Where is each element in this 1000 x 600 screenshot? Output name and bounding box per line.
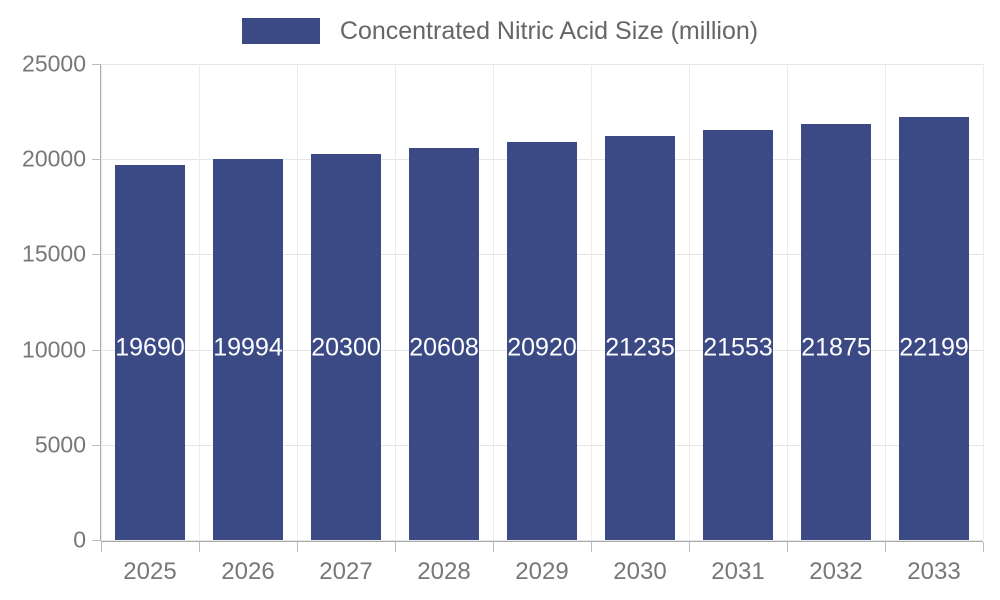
gridline-vertical bbox=[395, 64, 396, 540]
gridline-vertical bbox=[591, 64, 592, 540]
x-tick-mark bbox=[199, 542, 200, 552]
gridline-vertical bbox=[199, 64, 200, 540]
bar[interactable] bbox=[604, 135, 676, 540]
y-tick-label: 5000 bbox=[34, 431, 86, 458]
x-tick-label: 2025 bbox=[123, 558, 177, 585]
bar[interactable] bbox=[702, 129, 774, 540]
x-tick-mark bbox=[787, 542, 788, 552]
y-tick-mark bbox=[92, 540, 101, 541]
x-tick-label: 2026 bbox=[221, 558, 275, 585]
gridline-vertical bbox=[297, 64, 298, 540]
bar[interactable] bbox=[898, 117, 970, 540]
bar[interactable] bbox=[800, 123, 872, 540]
legend-swatch-concentrated-nitric-acid-size[interactable] bbox=[241, 18, 320, 44]
y-tick-mark bbox=[92, 349, 101, 351]
gridline-vertical bbox=[983, 64, 984, 540]
y-tick-label: 10000 bbox=[22, 336, 86, 363]
x-tick-mark bbox=[885, 542, 886, 552]
x-tick-label: 2033 bbox=[907, 558, 961, 585]
gridline-vertical bbox=[885, 64, 886, 540]
y-tick-mark bbox=[92, 254, 101, 256]
bar[interactable] bbox=[310, 153, 382, 540]
bar[interactable] bbox=[408, 147, 480, 540]
plot-area: 19690 19994 20300 20608 20920 21235 21553 21875… bbox=[101, 64, 984, 541]
y-tick-label: 15000 bbox=[22, 240, 86, 267]
x-tick-label: 2030 bbox=[613, 558, 667, 585]
x-tick-label: 2028 bbox=[417, 558, 471, 585]
x-tick-label: 2032 bbox=[809, 558, 863, 585]
x-tick-mark bbox=[983, 542, 984, 552]
x-tick-mark bbox=[101, 542, 102, 552]
y-tick-label: 0 bbox=[73, 526, 86, 553]
bar[interactable] bbox=[506, 141, 578, 540]
y-tick-label: 25000 bbox=[22, 50, 86, 77]
y-tick-mark bbox=[92, 159, 101, 161]
x-axis-spine bbox=[101, 540, 983, 542]
bar[interactable] bbox=[212, 159, 284, 540]
y-tick-label: 20000 bbox=[22, 145, 86, 172]
legend-label-concentrated-nitric-acid-size: Concentrated Nitric Acid Size (million) bbox=[339, 16, 759, 45]
gridline-vertical bbox=[689, 64, 690, 540]
gridline-vertical bbox=[101, 64, 102, 540]
y-tick-mark bbox=[92, 64, 101, 65]
x-tick-mark bbox=[591, 542, 592, 552]
gridline-horizontal bbox=[101, 64, 983, 65]
bar[interactable] bbox=[114, 165, 186, 540]
x-tick-label: 2029 bbox=[515, 558, 569, 585]
x-tick-label: 2031 bbox=[711, 558, 765, 585]
x-tick-mark bbox=[689, 542, 690, 552]
chart-legend: Concentrated Nitric Acid Size (million) bbox=[0, 10, 1000, 52]
x-tick-label: 2027 bbox=[319, 558, 373, 585]
gridline-horizontal bbox=[101, 540, 983, 541]
gridline-vertical bbox=[787, 64, 788, 540]
x-tick-mark bbox=[395, 542, 396, 552]
y-tick-mark bbox=[92, 444, 101, 446]
x-tick-mark bbox=[493, 542, 494, 552]
x-tick-mark bbox=[297, 542, 298, 552]
gridline-vertical bbox=[493, 64, 494, 540]
